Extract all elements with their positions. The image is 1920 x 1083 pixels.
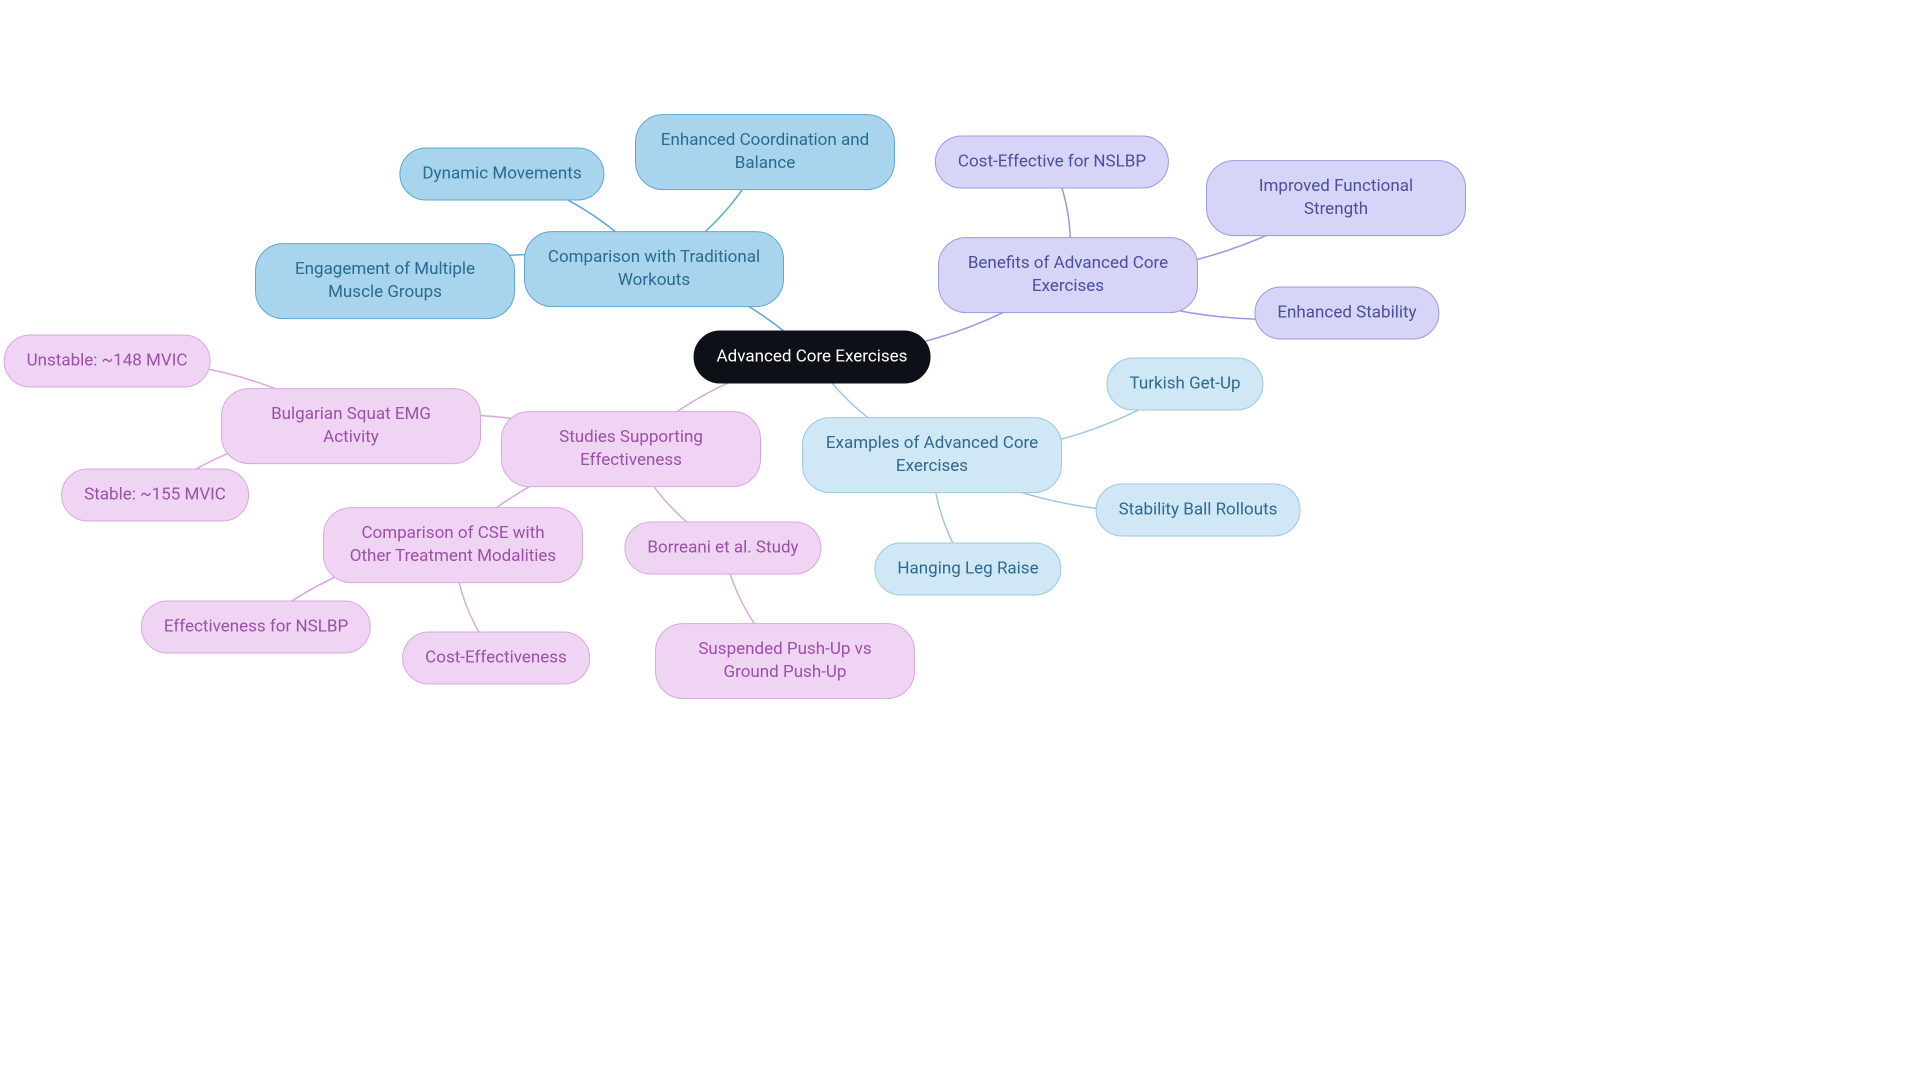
branch-studies-label: Studies Supporting Effectiveness [524, 426, 738, 472]
branch-studies-child-0: Bulgarian Squat EMG Activity [221, 388, 481, 464]
branch-examples-child-1-label: Stability Ball Rollouts [1119, 499, 1278, 522]
branch-examples-child-0-label: Turkish Get-Up [1129, 373, 1240, 396]
branch-benefits-child-0: Cost-Effective for NSLBP [935, 136, 1169, 189]
branch-benefits-child-1: Improved Functional Strength [1206, 160, 1466, 236]
branch-comparison: Comparison with Traditional Workouts [524, 231, 784, 307]
branch-studies-child-1-label: Comparison of CSE with Other Treatment M… [346, 522, 560, 568]
branch-benefits-child-2: Enhanced Stability [1254, 287, 1439, 340]
branch-examples-child-0: Turkish Get-Up [1106, 358, 1263, 411]
branch-studies-child-1-child-1-label: Cost-Effectiveness [425, 647, 567, 670]
branch-examples: Examples of Advanced Core Exercises [802, 417, 1062, 493]
branch-benefits-label: Benefits of Advanced Core Exercises [961, 252, 1175, 298]
root-node: Advanced Core Exercises [694, 331, 931, 384]
branch-studies-child-2: Borreani et al. Study [624, 522, 821, 575]
branch-comparison-child-0: Dynamic Movements [399, 148, 604, 201]
branch-studies-child-1-child-1: Cost-Effectiveness [402, 632, 590, 685]
branch-examples-child-1: Stability Ball Rollouts [1096, 484, 1301, 537]
branch-benefits-child-1-label: Improved Functional Strength [1229, 175, 1443, 221]
branch-comparison-child-2-label: Engagement of Multiple Muscle Groups [278, 258, 492, 304]
branch-studies-child-0-label: Bulgarian Squat EMG Activity [244, 403, 458, 449]
branch-comparison-child-2: Engagement of Multiple Muscle Groups [255, 243, 515, 319]
branch-studies: Studies Supporting Effectiveness [501, 411, 761, 487]
branch-studies-child-1-child-0-label: Effectiveness for NSLBP [164, 616, 348, 639]
branch-benefits-child-2-label: Enhanced Stability [1277, 302, 1416, 325]
branch-studies-child-0-child-0-label: Unstable: ~148 MVIC [27, 350, 188, 373]
branch-studies-child-1: Comparison of CSE with Other Treatment M… [323, 507, 583, 583]
branch-comparison-child-0-label: Dynamic Movements [422, 163, 581, 186]
branch-studies-child-0-child-0: Unstable: ~148 MVIC [4, 335, 211, 388]
branch-studies-child-2-child-0: Suspended Push-Up vs Ground Push-Up [655, 623, 915, 699]
branch-comparison-child-1: Enhanced Coordination and Balance [635, 114, 895, 190]
branch-studies-child-0-child-1: Stable: ~155 MVIC [61, 469, 249, 522]
branch-studies-child-0-child-1-label: Stable: ~155 MVIC [84, 484, 226, 507]
branch-benefits: Benefits of Advanced Core Exercises [938, 237, 1198, 313]
root-node-label: Advanced Core Exercises [717, 346, 908, 369]
branch-examples-child-2-label: Hanging Leg Raise [897, 558, 1038, 581]
branch-comparison-label: Comparison with Traditional Workouts [547, 246, 761, 292]
branch-benefits-child-0-label: Cost-Effective for NSLBP [958, 151, 1146, 174]
branch-comparison-child-1-label: Enhanced Coordination and Balance [658, 129, 872, 175]
branch-studies-child-2-label: Borreani et al. Study [647, 537, 798, 560]
branch-studies-child-1-child-0: Effectiveness for NSLBP [141, 601, 371, 654]
branch-studies-child-2-child-0-label: Suspended Push-Up vs Ground Push-Up [678, 638, 892, 684]
branch-examples-label: Examples of Advanced Core Exercises [825, 432, 1039, 478]
branch-examples-child-2: Hanging Leg Raise [874, 543, 1061, 596]
